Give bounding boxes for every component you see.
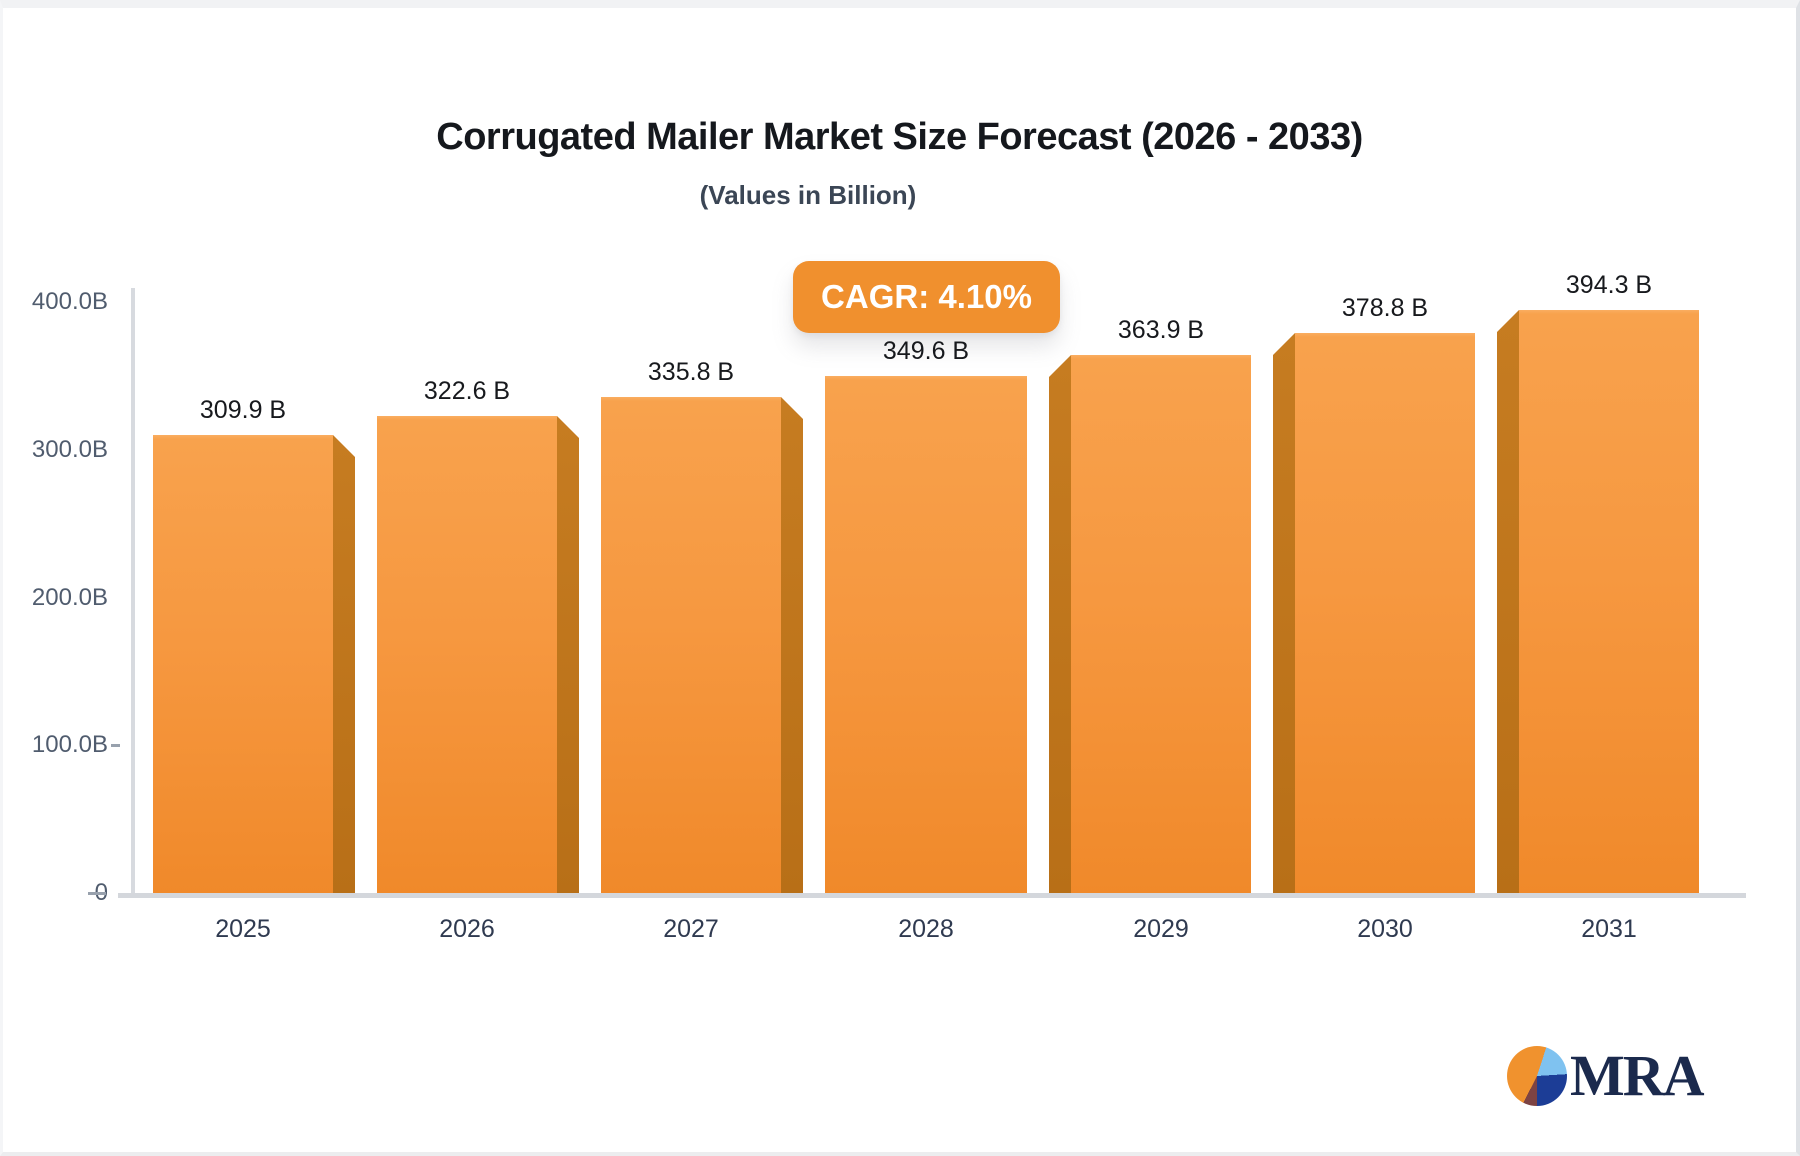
y-axis-tick-mark — [88, 892, 106, 895]
bar-value-label: 378.8 B — [1341, 294, 1429, 322]
y-axis-tick-mark — [111, 744, 120, 748]
x-axis-category-label: 2030 — [1357, 915, 1413, 943]
bar-column: 349.6 B 2028 — [814, 337, 1038, 943]
bar-3d-side — [781, 397, 803, 895]
x-axis-category-label: 2025 — [215, 915, 271, 943]
bar-face — [601, 397, 781, 895]
x-axis-category-label: 2028 — [898, 915, 954, 943]
cagr-badge: CAGR: 4.10% — [793, 261, 1060, 333]
bar-column: 309.9 B 2025 — [142, 396, 366, 943]
logo-text: MRA — [1570, 1043, 1705, 1108]
bar-2029: 363.9 B 2029 — [1049, 316, 1251, 943]
chart-subtitle: (Values in Billion) — [699, 180, 917, 210]
x-axis-category-label: 2027 — [663, 915, 719, 943]
x-axis-baseline — [118, 893, 1746, 898]
bar-face — [153, 435, 333, 895]
y-axis-tick-label: 400.0B — [31, 288, 108, 315]
bar-3d-side — [557, 416, 579, 895]
bar-plot-area: 309.9 B 2025 322.6 B 2026 335.8 B 2027 349.6 B… — [142, 271, 1710, 943]
bar-3d-side — [1497, 310, 1519, 895]
y-axis-tick-label: 300.0B — [31, 435, 108, 463]
bar-face — [1519, 310, 1699, 895]
y-axis-tick-label: 100.0B — [31, 731, 108, 759]
bar-value-label: 363.9 B — [1117, 316, 1205, 344]
bar-2026: 322.6 B 2026 — [377, 377, 579, 943]
x-axis-category-label: 2029 — [1133, 915, 1189, 943]
mra-logo: MRA — [1507, 1043, 1705, 1108]
bar-3d-side — [1273, 333, 1295, 895]
bar-value-label: 335.8 B — [647, 358, 735, 386]
bar-2025: 309.9 B 2025 — [153, 396, 355, 943]
bar-2027: 335.8 B 2027 — [601, 358, 803, 943]
bar-2028: 349.6 B 2028 — [825, 337, 1027, 943]
bar-2030: 378.8 B 2030 — [1273, 294, 1475, 943]
bar-face — [825, 376, 1027, 895]
bar-value-label: 394.3 B — [1565, 271, 1653, 299]
bar-column: 378.8 B 2030 — [1262, 294, 1486, 943]
y-axis-tick-label: 200.0B — [31, 583, 108, 611]
bar-value-label: 349.6 B — [882, 337, 970, 365]
y-axis-line — [131, 288, 135, 898]
x-axis-category-label: 2031 — [1581, 915, 1637, 943]
bar-column: 394.3 B 2031 — [1486, 271, 1710, 943]
bar-face — [1071, 355, 1251, 895]
x-axis-category-label: 2026 — [439, 915, 495, 943]
bar-column: 335.8 B 2027 — [590, 358, 814, 943]
bar-face — [377, 416, 557, 895]
bar-value-label: 322.6 B — [423, 377, 511, 405]
bar-2031: 394.3 B 2031 — [1497, 271, 1699, 943]
chart-title: Corrugated Mailer Market Size Forecast (… — [436, 116, 1363, 158]
bar-column: 322.6 B 2026 — [366, 377, 590, 943]
bar-face — [1295, 333, 1475, 895]
bar-value-label: 309.9 B — [199, 396, 287, 424]
bar-3d-side — [333, 435, 355, 895]
bar-column: 363.9 B 2029 — [1038, 316, 1262, 943]
bar-3d-side — [1049, 355, 1071, 895]
pie-chart-logo-icon — [1507, 1046, 1567, 1106]
